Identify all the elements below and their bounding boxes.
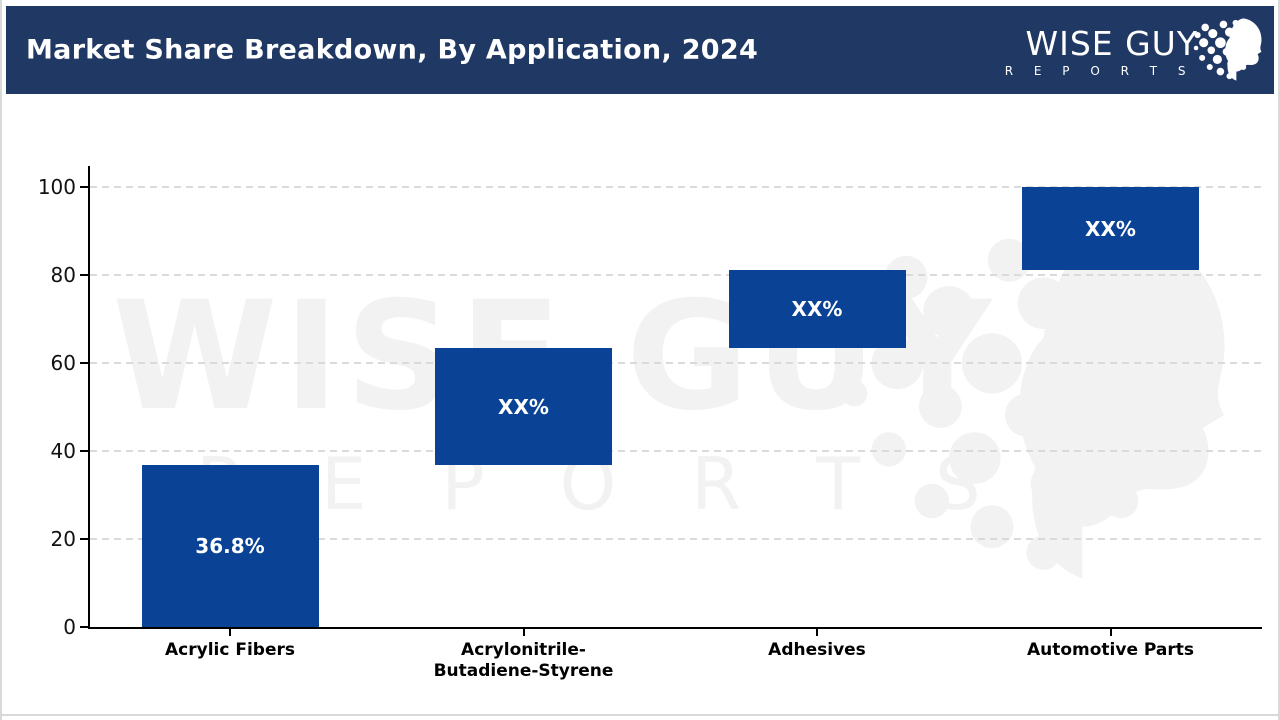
y-tick-mark — [80, 186, 88, 188]
page-border-left — [0, 0, 2, 720]
wise-guy-logo: WISE GUY R E P O R T S — [1004, 8, 1264, 92]
y-tick-mark — [80, 626, 88, 628]
x-axis-spine — [88, 627, 1262, 629]
page-border-right — [1278, 0, 1280, 720]
gridline — [90, 186, 1262, 188]
bar-value-label: 36.8% — [195, 534, 265, 559]
bar-value-label: XX% — [498, 394, 549, 419]
x-tick-mark — [229, 629, 231, 636]
page-title: Market Share Breakdown, By Application, … — [26, 34, 759, 66]
y-tick-label: 0 — [63, 615, 76, 639]
gridline — [90, 450, 1262, 452]
x-category-label: Automotive Parts — [1026, 640, 1195, 660]
x-category-label: Adhesives — [768, 640, 866, 660]
bar-segment: XX% — [435, 348, 612, 466]
x-category-label: Acrylonitrile- Butadiene-Styrene — [433, 640, 614, 681]
gridline — [90, 362, 1262, 364]
x-tick-mark — [1109, 629, 1112, 636]
y-tick-mark — [80, 274, 88, 276]
logo-head-icon — [1193, 18, 1262, 81]
y-axis-spine — [88, 166, 90, 629]
logo-wordmark: WISE GUY — [1025, 24, 1198, 63]
gridline — [90, 538, 1262, 540]
gridline — [90, 274, 1262, 276]
y-tick-mark — [80, 362, 88, 364]
y-tick-mark — [80, 538, 88, 540]
y-tick-mark — [80, 450, 88, 452]
page-border-bottom — [0, 714, 1280, 716]
bar-segment: 36.8% — [141, 465, 319, 627]
bar-value-label: XX% — [1085, 216, 1136, 241]
y-tick-label: 100 — [37, 175, 76, 199]
y-tick-label: 60 — [50, 351, 76, 375]
bar-segment: XX% — [1022, 187, 1199, 271]
x-category-label: Acrylic Fibers — [165, 640, 295, 660]
watermark-head-icon — [841, 225, 1225, 579]
x-tick-mark — [816, 629, 818, 636]
y-tick-label: 40 — [50, 439, 76, 463]
header-band: Market Share Breakdown, By Application, … — [6, 6, 1274, 94]
logo-subtext: R E P O R T S — [1004, 64, 1194, 78]
bar-value-label: XX% — [791, 297, 843, 322]
bar-segment: XX% — [728, 270, 906, 349]
y-tick-label: 20 — [50, 527, 76, 551]
y-tick-label: 80 — [50, 263, 76, 287]
x-tick-mark — [522, 629, 525, 636]
